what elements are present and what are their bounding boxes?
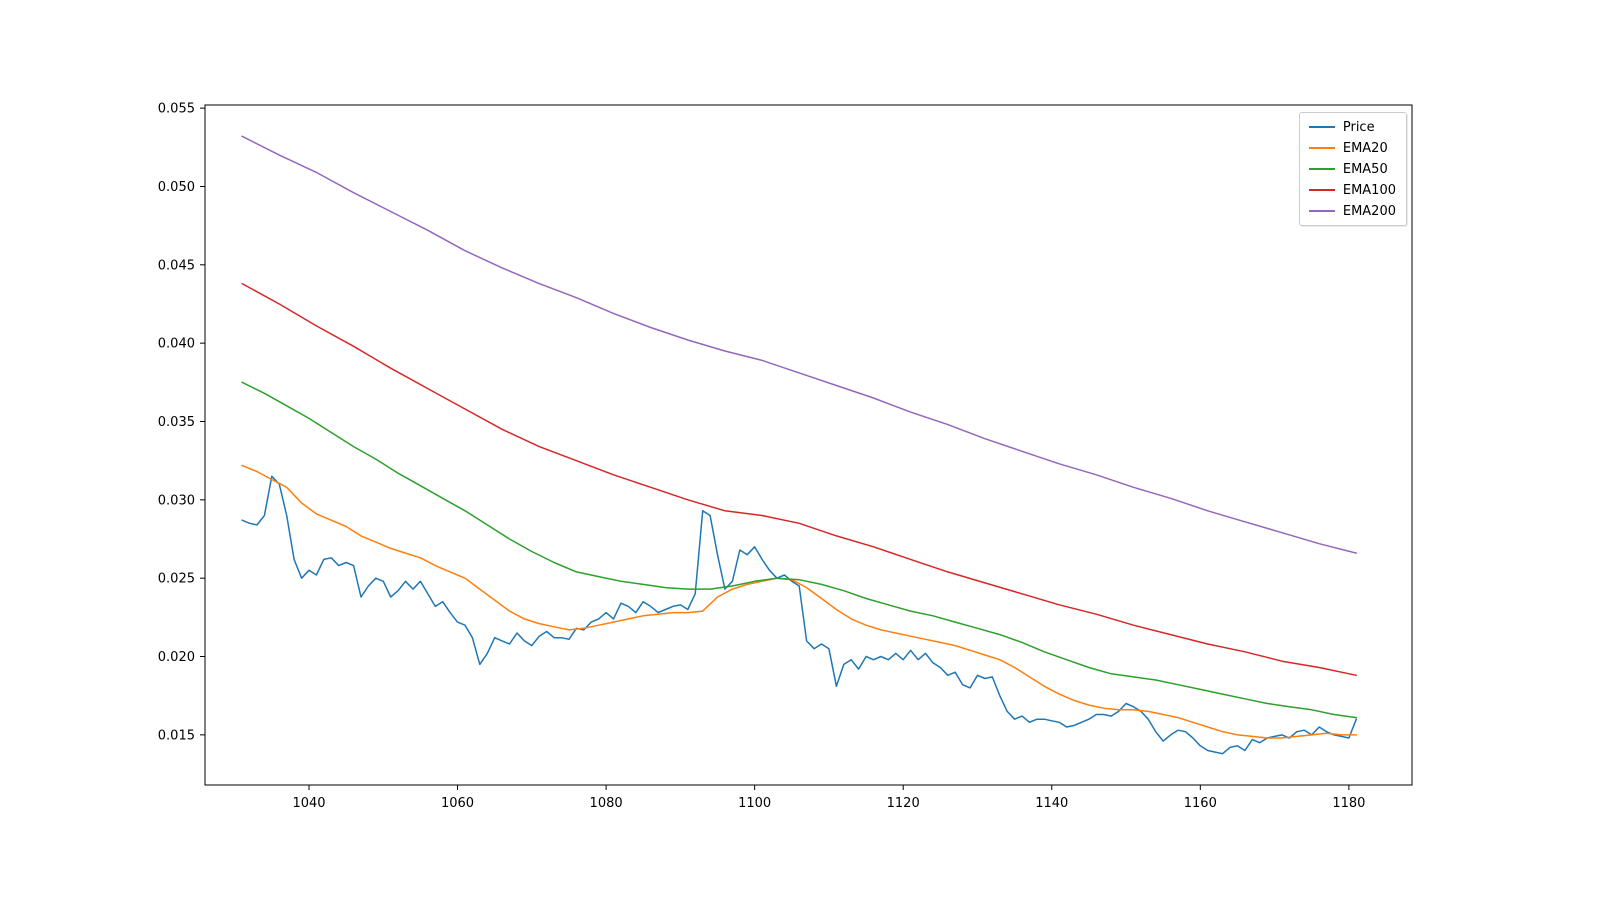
y-tick-label: 0.045 (158, 258, 195, 273)
plot-border (204, 104, 1413, 786)
y-tick-label: 0.015 (158, 728, 195, 743)
legend-label-ema200: EMA200 (1342, 203, 1396, 219)
y-tick-label: 0.020 (158, 650, 195, 665)
y-tick-label: 0.040 (158, 337, 195, 352)
y-tick-label: 0.030 (158, 493, 195, 508)
y-tick-label: 0.055 (158, 102, 195, 117)
legend-label-ema100: EMA100 (1342, 182, 1396, 198)
legend-entry-ema20: EMA20 (1308, 140, 1396, 156)
series-line-ema200 (241, 135, 1358, 554)
series-line-ema20 (241, 464, 1358, 739)
legend-entry-price: Price (1308, 119, 1396, 135)
x-tick-label: 1160 (1184, 796, 1217, 811)
x-tick-label: 1120 (887, 796, 920, 811)
legend-line-swatch-price (1308, 126, 1335, 128)
legend: Price EMA20 EMA50 EMA100 EMA200 (1298, 112, 1407, 226)
x-tick-label: 1100 (738, 796, 771, 811)
x-tick-label: 1180 (1332, 796, 1365, 811)
series-line-price (241, 475, 1358, 755)
x-tick-label: 1140 (1035, 796, 1068, 811)
y-tick-label: 0.050 (158, 180, 195, 195)
legend-label-price: Price (1342, 119, 1375, 135)
x-tick-label: 1060 (441, 796, 474, 811)
legend-line-swatch-ema200 (1308, 210, 1335, 212)
legend-entry-ema100: EMA100 (1308, 182, 1396, 198)
y-tick-label: 0.035 (158, 415, 195, 430)
x-tick-label: 1080 (590, 796, 623, 811)
legend-line-swatch-ema100 (1308, 189, 1335, 191)
legend-line-swatch-ema50 (1308, 168, 1335, 170)
series-line-ema100 (241, 282, 1358, 677)
x-tick-label: 1040 (292, 796, 325, 811)
legend-label-ema20: EMA20 (1342, 140, 1388, 156)
legend-entry-ema50: EMA50 (1308, 161, 1396, 177)
y-tick-label: 0.025 (158, 572, 195, 587)
series-line-ema50 (241, 381, 1358, 719)
legend-line-swatch-ema20 (1308, 147, 1335, 149)
legend-entry-ema200: EMA200 (1308, 203, 1396, 219)
legend-label-ema50: EMA50 (1342, 161, 1388, 177)
